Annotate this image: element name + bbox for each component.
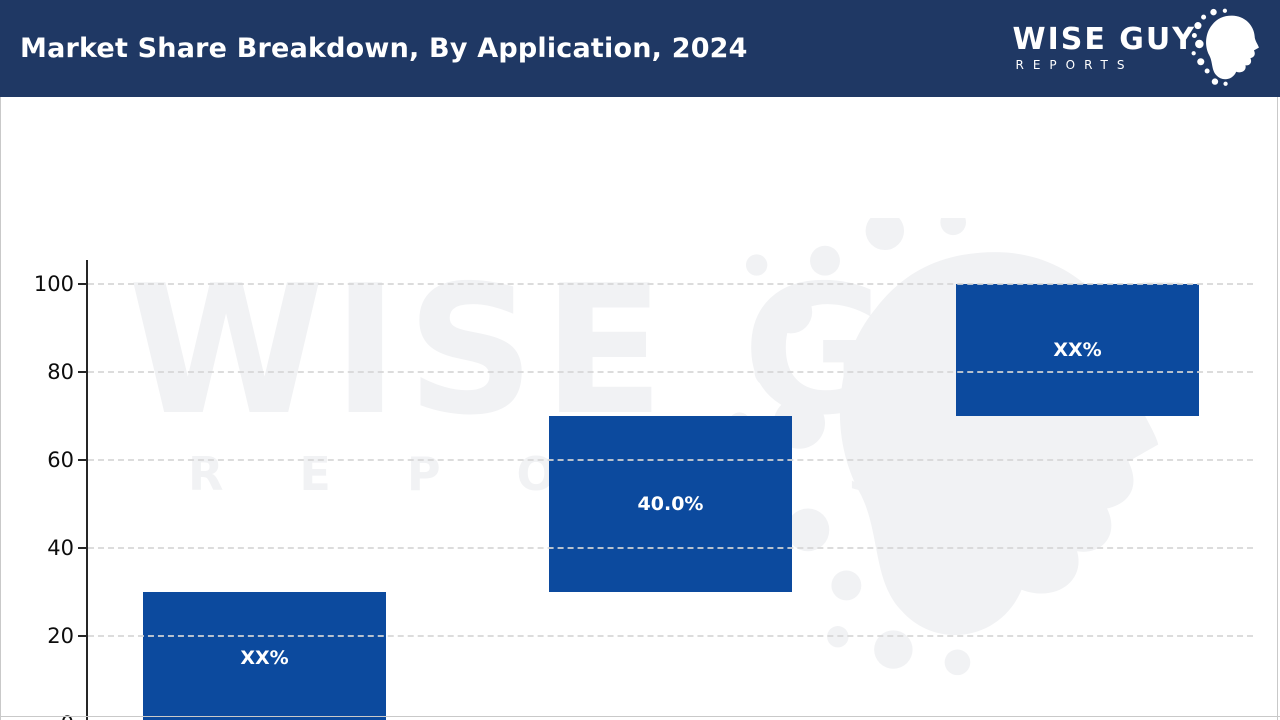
logo-reports-text: REPORTS xyxy=(1015,58,1134,72)
y-tick-label-20: 20 xyxy=(47,624,74,648)
y-axis-tick-20 xyxy=(78,635,86,637)
y-tick-label-100: 100 xyxy=(33,272,74,296)
bar-value-label-1: XX% xyxy=(240,647,289,669)
gridline-y-20 xyxy=(88,635,1253,637)
frame-border-right xyxy=(1277,97,1278,720)
y-axis-spine xyxy=(86,260,88,720)
bar-2 xyxy=(549,416,792,592)
logo-wordmark: WISE GUY xyxy=(1012,22,1196,57)
frame-border-left xyxy=(0,97,1,720)
bar-value-label-2: 40.0% xyxy=(637,493,704,515)
bar-1 xyxy=(143,592,386,720)
page-title: Market Share Breakdown, By Application, … xyxy=(20,33,748,64)
gridline-y-80 xyxy=(88,371,1253,373)
y-tick-label-60: 60 xyxy=(47,448,74,472)
gridline-y-40 xyxy=(88,547,1253,549)
chart-plot-area: 020406080100XX%Cancer Treatment40.0%Auto… xyxy=(0,97,1280,720)
header: Market Share Breakdown, By Application, … xyxy=(0,0,1280,97)
frame-border-bottom xyxy=(0,716,1280,717)
y-axis-tick-100 xyxy=(78,283,86,285)
y-axis-tick-40 xyxy=(78,547,86,549)
gridline-y-60 xyxy=(88,459,1253,461)
gridline-y-100 xyxy=(88,283,1253,285)
bar-3 xyxy=(956,284,1199,416)
logo-text: WISE GUY REPORTS xyxy=(1012,22,1196,73)
bar-value-label-3: XX% xyxy=(1053,339,1102,361)
y-axis-tick-60 xyxy=(78,459,86,461)
y-tick-label-40: 40 xyxy=(47,536,74,560)
logo-face-icon xyxy=(1191,8,1259,86)
y-axis-tick-80 xyxy=(78,371,86,373)
y-tick-label-80: 80 xyxy=(47,360,74,384)
wise-guy-reports-logo: WISE GUY REPORTS xyxy=(1012,8,1280,90)
